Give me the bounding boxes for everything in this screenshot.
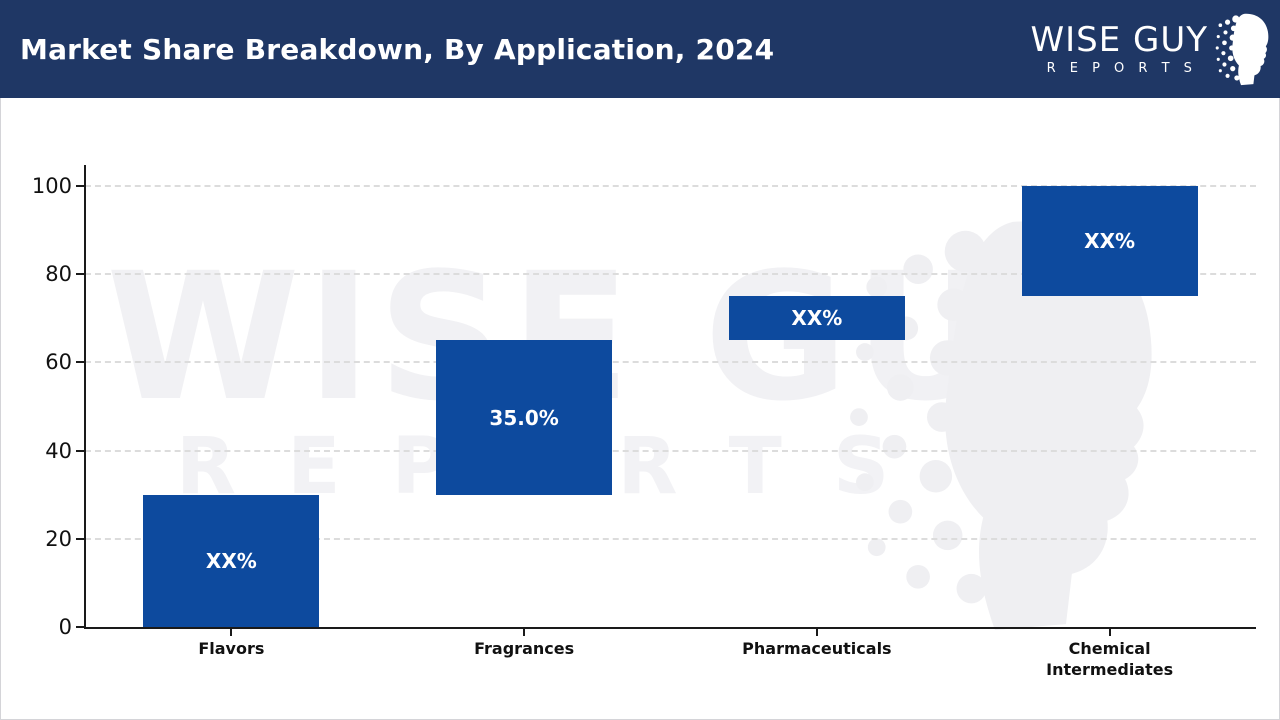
bar-chemical-intermediates: XX% [1021, 186, 1198, 297]
y-tick-label: 40 [45, 438, 72, 463]
x-axis-line [84, 627, 1256, 629]
brand-logo-text: WISE GUY R E P O R T S [1030, 23, 1208, 75]
x-category-label-fragrances: Fragrances [474, 639, 575, 658]
y-tick-label: 0 [58, 615, 72, 639]
gridline [85, 537, 1256, 540]
bar-value-label: 35.0% [489, 405, 559, 430]
brand-dotted-face-icon [1210, 11, 1272, 87]
y-tick [76, 361, 84, 364]
bar-pharmaceuticals: XX% [728, 296, 905, 341]
chart-title: Market Share Breakdown, By Application, … [20, 32, 775, 66]
x-category-label-pharmaceuticals: Pharmaceuticals [742, 639, 892, 658]
y-tick-label: 100 [31, 174, 72, 198]
gridline [85, 449, 1256, 452]
y-tick [76, 626, 84, 628]
y-tick [76, 185, 84, 187]
bar-fragrances: 35.0% [436, 340, 613, 495]
y-tick-label: 20 [45, 526, 72, 551]
gridline [85, 185, 1256, 187]
y-tick [76, 449, 84, 452]
x-tick [1108, 629, 1111, 636]
bar-value-label: XX% [791, 306, 843, 331]
header-bar: Market Share Breakdown, By Application, … [0, 0, 1280, 98]
x-tick [815, 629, 818, 636]
bar-value-label: XX% [1084, 229, 1136, 254]
x-category-label-flavors: Flavors [198, 639, 265, 658]
brand-subtitle: R E P O R T S [1046, 61, 1197, 76]
y-tick [76, 273, 84, 276]
bar-flavors: XX% [143, 494, 320, 627]
brand-logo: WISE GUY R E P O R T S [1030, 11, 1272, 87]
bar-value-label: XX% [205, 548, 257, 573]
x-category-label-chemical-intermediates: Chemical Intermediates [1046, 639, 1174, 679]
gridline [85, 361, 1256, 364]
y-tick-label: 80 [45, 262, 72, 287]
x-tick [523, 629, 526, 636]
y-tick-label: 60 [45, 350, 72, 375]
brand-name: WISE GUY [1030, 20, 1208, 60]
y-tick [76, 537, 84, 540]
x-tick [230, 629, 233, 636]
gridline [85, 273, 1256, 276]
y-axis-line [84, 165, 86, 629]
